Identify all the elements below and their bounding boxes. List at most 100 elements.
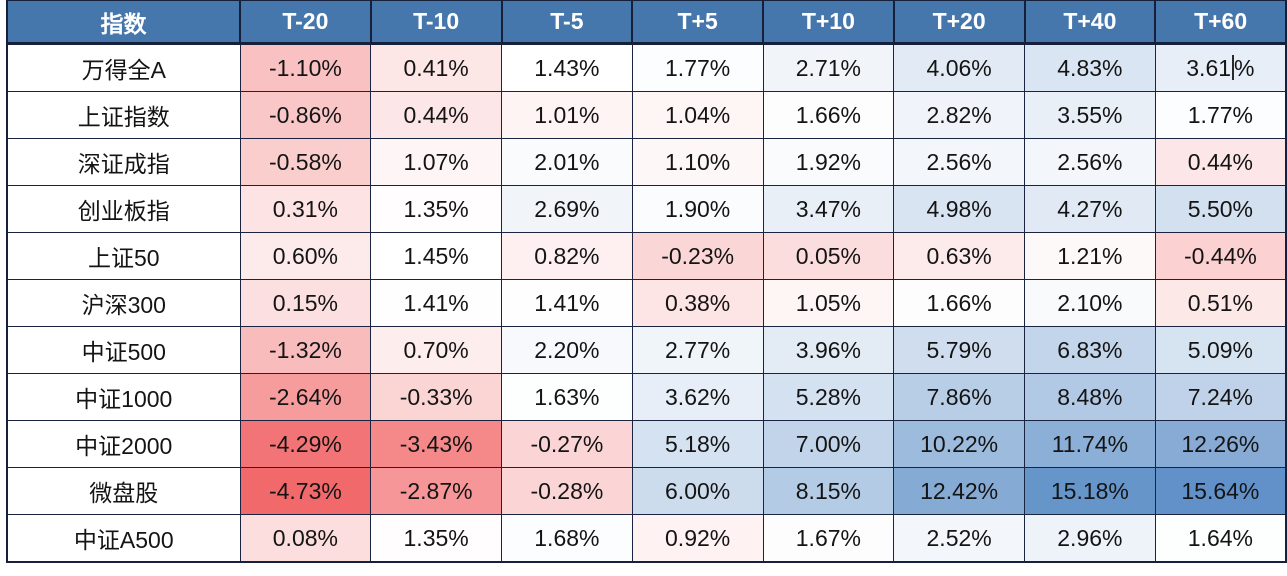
value-cell[interactable]: 7.00% [762, 420, 895, 468]
value-cell[interactable]: 0.82% [501, 232, 633, 280]
value-cell[interactable]: -4.73% [239, 467, 372, 515]
value-cell[interactable]: 5.18% [631, 420, 764, 468]
value-cell[interactable]: 4.27% [1024, 185, 1156, 233]
value-cell[interactable]: 1.92% [762, 138, 895, 186]
column-header-T+20[interactable]: T+20 [892, 0, 1026, 45]
value-cell[interactable]: 6.83% [1024, 326, 1156, 374]
value-cell[interactable]: 1.21% [1024, 232, 1156, 280]
value-cell[interactable]: 5.09% [1154, 326, 1287, 374]
row-label[interactable]: 中证1000 [6, 373, 241, 421]
value-cell[interactable]: 1.66% [762, 91, 895, 139]
value-cell[interactable]: 3.61% [1154, 43, 1287, 92]
row-label[interactable]: 中证2000 [6, 420, 241, 468]
value-cell[interactable]: 0.92% [631, 514, 764, 563]
value-cell[interactable]: 2.96% [1024, 514, 1156, 563]
value-cell[interactable]: 1.63% [501, 373, 633, 421]
value-cell[interactable]: 0.44% [370, 91, 502, 139]
value-cell[interactable]: 2.77% [631, 326, 764, 374]
row-label[interactable]: 万得全A [6, 43, 241, 92]
value-cell[interactable]: 7.86% [893, 373, 1025, 421]
value-cell[interactable]: 2.10% [1024, 279, 1156, 327]
value-cell[interactable]: 1.05% [762, 279, 895, 327]
value-cell[interactable]: 5.28% [762, 373, 895, 421]
value-cell[interactable]: 4.83% [1024, 43, 1156, 92]
value-cell[interactable]: 12.42% [893, 467, 1025, 515]
value-cell[interactable]: 0.70% [370, 326, 502, 374]
value-cell[interactable]: 0.51% [1154, 279, 1287, 327]
value-cell[interactable]: -0.33% [370, 373, 502, 421]
value-cell[interactable]: 0.41% [370, 43, 502, 92]
value-cell[interactable]: 0.05% [762, 232, 895, 280]
value-cell[interactable]: 1.10% [631, 138, 764, 186]
value-cell[interactable]: 2.71% [762, 43, 895, 92]
value-cell[interactable]: 1.77% [1154, 91, 1287, 139]
value-cell[interactable]: 1.66% [893, 279, 1025, 327]
value-cell[interactable]: -1.10% [239, 43, 372, 92]
value-cell[interactable]: 4.98% [893, 185, 1025, 233]
row-label[interactable]: 微盘股 [6, 467, 241, 515]
row-label[interactable]: 上证50 [6, 232, 241, 280]
value-cell[interactable]: 0.60% [239, 232, 372, 280]
value-cell[interactable]: 2.56% [1024, 138, 1156, 186]
value-cell[interactable]: 1.41% [501, 279, 633, 327]
value-cell[interactable]: 1.67% [762, 514, 895, 563]
value-cell[interactable]: -0.27% [501, 420, 633, 468]
value-cell[interactable]: 1.64% [1154, 514, 1287, 563]
row-label[interactable]: 上证指数 [6, 91, 241, 139]
value-cell[interactable]: 1.90% [631, 185, 764, 233]
value-cell[interactable]: 0.63% [893, 232, 1025, 280]
value-cell[interactable]: 6.00% [631, 467, 764, 515]
row-label[interactable]: 深证成指 [6, 138, 241, 186]
value-cell[interactable]: -4.29% [239, 420, 372, 468]
value-cell[interactable]: -2.87% [370, 467, 502, 515]
value-cell[interactable]: 2.52% [893, 514, 1025, 563]
value-cell[interactable]: 0.15% [239, 279, 372, 327]
row-label[interactable]: 创业板指 [6, 185, 241, 233]
column-header-T-5[interactable]: T-5 [500, 0, 634, 45]
value-cell[interactable]: 8.48% [1024, 373, 1156, 421]
column-header-T+40[interactable]: T+40 [1023, 0, 1157, 45]
value-cell[interactable]: 11.74% [1024, 420, 1156, 468]
value-cell[interactable]: 0.31% [239, 185, 372, 233]
value-cell[interactable]: 2.01% [501, 138, 633, 186]
value-cell[interactable]: 1.43% [501, 43, 633, 92]
value-cell[interactable]: 0.08% [239, 514, 372, 563]
value-cell[interactable]: -2.64% [239, 373, 372, 421]
value-cell[interactable]: 5.50% [1154, 185, 1287, 233]
column-header-T-10[interactable]: T-10 [369, 0, 503, 45]
value-cell[interactable]: 2.20% [501, 326, 633, 374]
value-cell[interactable]: 15.64% [1154, 467, 1287, 515]
value-cell[interactable]: -0.23% [631, 232, 764, 280]
row-label[interactable]: 沪深300 [6, 279, 241, 327]
value-cell[interactable]: 3.47% [762, 185, 895, 233]
value-cell[interactable]: 3.62% [631, 373, 764, 421]
row-label[interactable]: 中证A500 [6, 514, 241, 563]
value-cell[interactable]: 1.41% [370, 279, 502, 327]
value-cell[interactable]: 1.01% [501, 91, 633, 139]
value-cell[interactable]: 1.45% [370, 232, 502, 280]
value-cell[interactable]: -3.43% [370, 420, 502, 468]
column-header-T+10[interactable]: T+10 [762, 0, 895, 45]
value-cell[interactable]: 1.07% [370, 138, 502, 186]
value-cell[interactable]: 2.82% [893, 91, 1025, 139]
value-cell[interactable]: 1.77% [631, 43, 764, 92]
column-header-T-20[interactable]: T-20 [239, 0, 372, 45]
value-cell[interactable]: 2.69% [501, 185, 633, 233]
value-cell[interactable]: -0.86% [239, 91, 372, 139]
column-header-T+60[interactable]: T+60 [1154, 0, 1287, 45]
column-header-index[interactable]: 指数 [6, 0, 241, 45]
value-cell[interactable]: 1.35% [370, 185, 502, 233]
value-cell[interactable]: 2.56% [893, 138, 1025, 186]
value-cell[interactable]: 7.24% [1154, 373, 1287, 421]
value-cell[interactable]: 3.55% [1024, 91, 1156, 139]
value-cell[interactable]: 1.35% [370, 514, 502, 563]
value-cell[interactable]: 0.44% [1154, 138, 1287, 186]
value-cell[interactable]: 1.04% [631, 91, 764, 139]
value-cell[interactable]: 0.38% [631, 279, 764, 327]
value-cell[interactable]: 1.68% [501, 514, 633, 563]
column-header-T+5[interactable]: T+5 [631, 0, 764, 45]
value-cell[interactable]: 5.79% [893, 326, 1025, 374]
value-cell[interactable]: 3.96% [762, 326, 895, 374]
value-cell[interactable]: -0.28% [501, 467, 633, 515]
value-cell[interactable]: 10.22% [893, 420, 1025, 468]
